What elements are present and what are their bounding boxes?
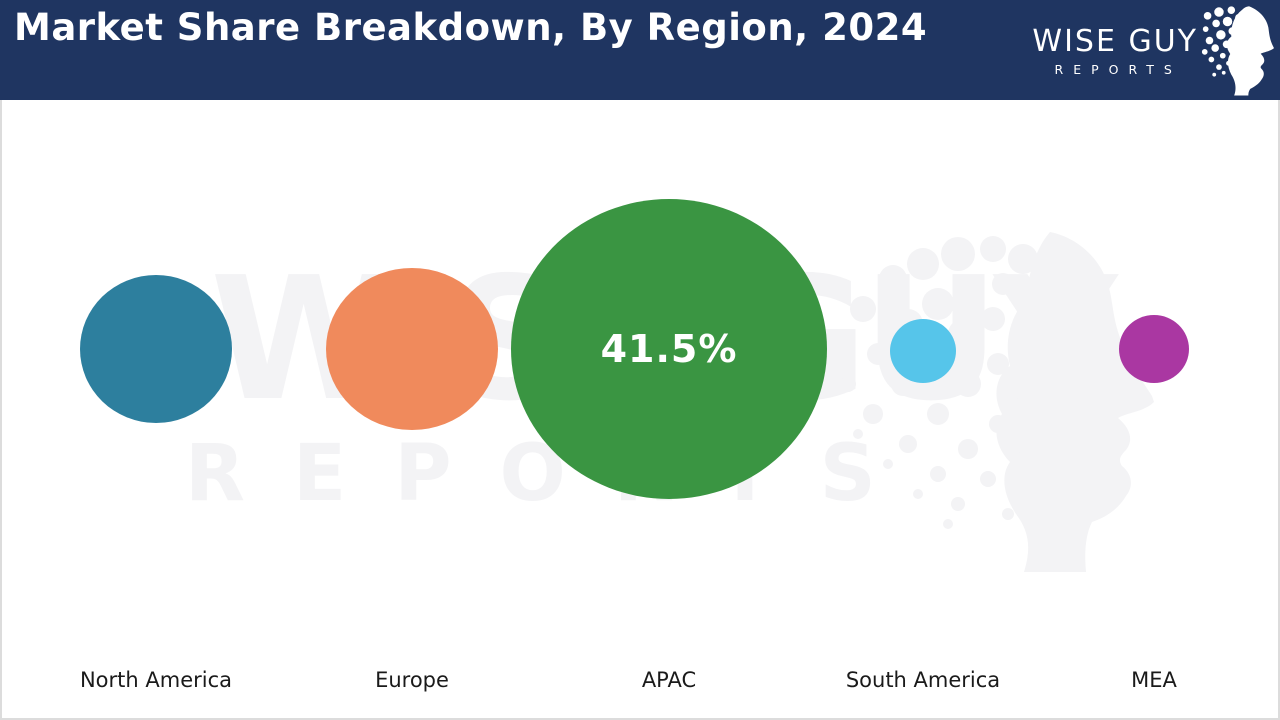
category-label-south-america: South America	[845, 668, 1001, 692]
bubble-value-label-apac: 41.5%	[600, 327, 738, 371]
page-title: Market Share Breakdown, By Region, 2024	[14, 6, 928, 49]
brand-logo: WISE GUY REPORTS	[1032, 0, 1274, 100]
brand-head-icon	[1201, 6, 1274, 96]
bubble-apac: 41.5%	[511, 199, 827, 499]
bubble-north-america	[80, 275, 232, 423]
category-label-north-america: North America	[79, 668, 233, 692]
bubble-south-america	[890, 319, 956, 383]
brand-subtitle: REPORTS	[1054, 61, 1182, 77]
bubble-europe	[326, 268, 498, 430]
category-label-apac: APAC	[641, 668, 697, 692]
brand-name: WISE GUY	[1032, 23, 1198, 59]
bubble-chart: WISE GUY REPORTS 41.5% North AmericaEuro…	[0, 100, 1280, 720]
watermark-head-icon	[828, 232, 1154, 572]
brand-logo-text: WISE GUY REPORTS	[1032, 24, 1198, 77]
category-label-mea: MEA	[1131, 668, 1177, 692]
category-label-europe: Europe	[375, 668, 449, 692]
header: Market Share Breakdown, By Region, 2024 …	[0, 0, 1280, 100]
bubble-mea	[1119, 315, 1189, 383]
